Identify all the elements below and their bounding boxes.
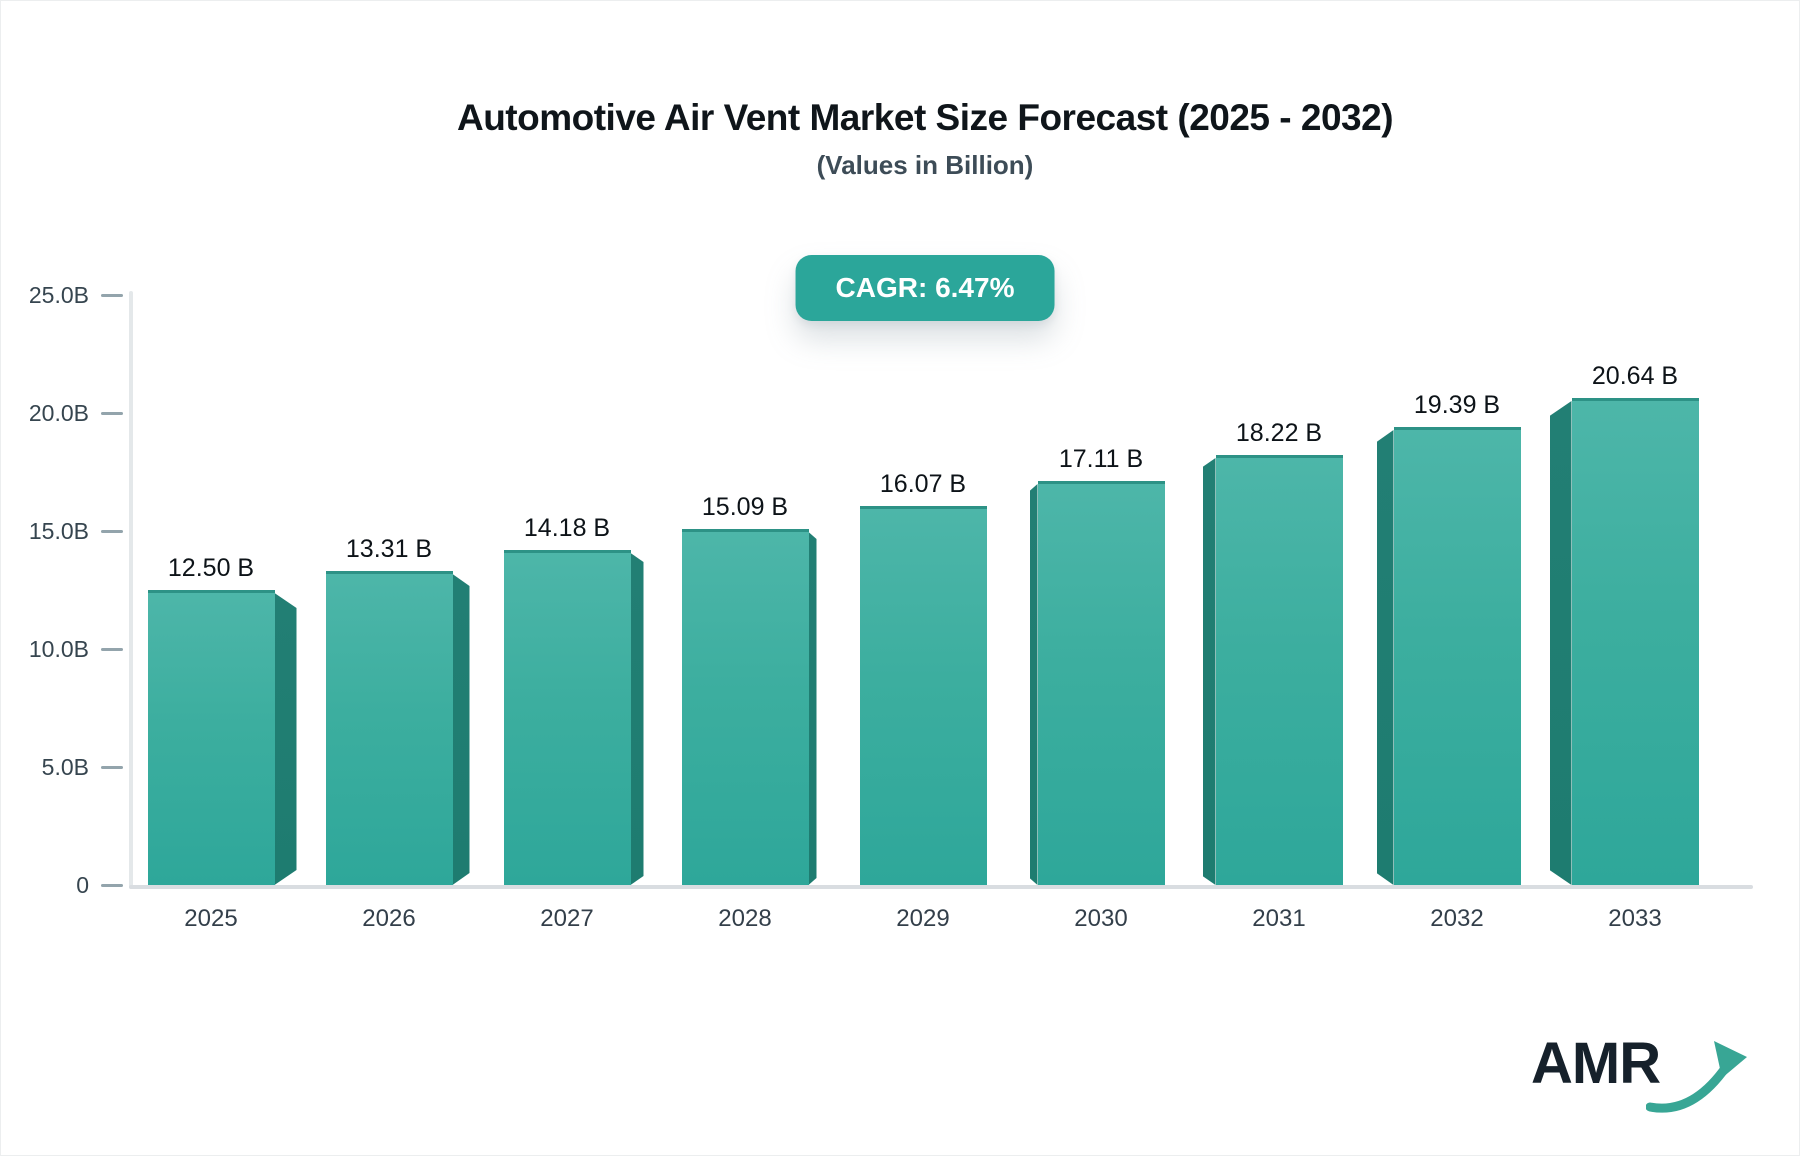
bar-value-label: 17.11 B: [1058, 445, 1144, 473]
y-tick-dash: [101, 766, 123, 769]
bar-2031: 18.22 B: [1216, 419, 1343, 885]
bar-side-face: [1203, 458, 1216, 885]
y-tick-label: 20.0B: [28, 400, 89, 426]
chart-subtitle: (Values in Billion): [816, 150, 1034, 180]
x-axis-label: 2028: [718, 905, 772, 932]
bar-2032: 19.39 B: [1394, 391, 1521, 885]
cagr-badge: CAGR: 6.47%: [795, 255, 1055, 321]
bar-2030: 17.11 B: [1038, 445, 1165, 885]
y-tick-dash: [101, 530, 123, 533]
bar-value-label: 13.31 B: [345, 535, 433, 563]
y-tick-label: 5.0B: [41, 754, 89, 780]
bar-value-label: 12.50 B: [167, 554, 255, 582]
amr-logo-text: AMR: [1531, 1031, 1661, 1096]
bar-side-face: [809, 532, 817, 885]
bar-value-label: 16.07 B: [879, 470, 967, 498]
bar-side-face: [1550, 401, 1572, 885]
y-tick-label: 25.0B: [28, 282, 89, 308]
y-tick-label: 0: [76, 872, 89, 898]
bar-2029: 16.07 B: [859, 470, 987, 885]
x-axis-label: 2030: [1074, 905, 1128, 932]
bar-2033: 20.64 B: [1572, 362, 1699, 885]
x-axis-label: 2029: [896, 905, 950, 932]
x-axis-label: 2027: [540, 905, 594, 932]
bar-value-label: 18.22 B: [1235, 419, 1323, 447]
x-axis-label: 2031: [1252, 905, 1306, 932]
cagr-badge-label: CAGR: 6.47%: [835, 272, 1015, 303]
y-tick-label: 10.0B: [28, 636, 89, 662]
bar-side-face: [1377, 430, 1394, 885]
bar-side-face: [453, 574, 470, 885]
bar-2027: 14.18 B: [503, 514, 631, 885]
y-tick-dash: [101, 884, 123, 887]
chart-title: Automotive Air Vent Market Size Forecast…: [456, 97, 1394, 138]
bar-2025: 12.50 B: [147, 554, 275, 885]
x-axis-label: 2033: [1608, 905, 1662, 932]
bar-side-face: [631, 553, 644, 885]
bar-value-label: 15.09 B: [701, 493, 789, 521]
bar-value-label: 20.64 B: [1591, 362, 1679, 390]
y-tick-dash: [101, 412, 123, 415]
y-tick-dash: [101, 648, 123, 651]
y-tick-label: 15.0B: [28, 518, 89, 544]
x-axis-label: 2026: [362, 905, 416, 932]
y-tick-dash: [101, 294, 123, 297]
growth-arrow-icon: [1646, 1041, 1748, 1113]
bar-2028: 15.09 B: [681, 493, 809, 885]
x-axis-label: 2025: [184, 905, 238, 932]
bar-side-face: [275, 593, 297, 885]
x-axis-label: 2032: [1430, 905, 1484, 932]
bar-2026: 13.31 B: [325, 535, 453, 885]
bar-side-face: [1030, 484, 1038, 885]
amr-logo: AMR: [1531, 1035, 1750, 1115]
bar-value-label: 19.39 B: [1413, 391, 1501, 419]
y-axis-line: [129, 291, 133, 889]
x-axis-baseline: [129, 885, 1753, 889]
bar-value-label: 14.18 B: [523, 514, 611, 542]
